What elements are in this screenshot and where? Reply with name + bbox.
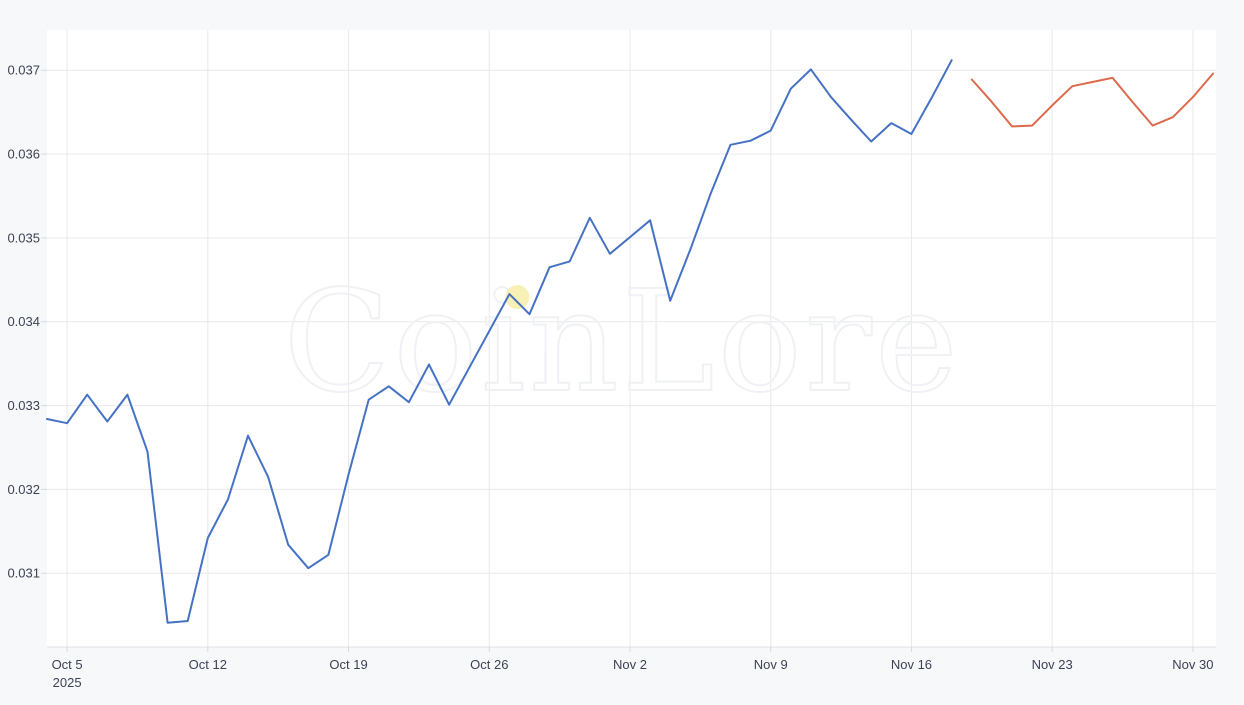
x-axis-labels: Oct 5 2025 Oct 12 Oct 19 Oct 26 Nov 2 Nov 9 Nov… <box>52 657 1214 690</box>
x-tick-label: Oct 26 <box>470 657 508 672</box>
series-lines <box>46 59 1214 624</box>
x-tick-label: Nov 23 <box>1032 657 1073 672</box>
highlighted-point-marker <box>505 285 530 310</box>
x-tick-label: Nov 9 <box>754 657 788 672</box>
y-tick-label: 0.032 <box>7 482 40 497</box>
y-tick-label: 0.037 <box>7 63 40 78</box>
x-tick-label: Nov 30 <box>1172 657 1213 672</box>
x-tick-sublabel: 2025 <box>53 675 82 690</box>
plot-area <box>47 30 1216 647</box>
watermark-text: CoinLore <box>283 261 960 424</box>
x-tick-label: Oct 12 <box>189 657 227 672</box>
y-tick-label: 0.036 <box>7 147 40 162</box>
forecast-line <box>970 72 1214 128</box>
vertical-gridlines <box>66 30 1194 647</box>
y-axis-labels: 0.031 0.032 0.033 0.034 0.035 0.036 0.037 <box>7 63 40 581</box>
y-tick-label: 0.031 <box>7 566 40 581</box>
history-line <box>46 59 953 624</box>
y-tick-label: 0.033 <box>7 398 40 413</box>
y-tick-label: 0.035 <box>7 230 40 245</box>
x-tick-label: Nov 16 <box>891 657 932 672</box>
y-tick-label: 0.034 <box>7 314 40 329</box>
tick-marks <box>41 69 1194 652</box>
x-tick-label: Oct 5 <box>52 657 83 672</box>
x-tick-label: Oct 19 <box>329 657 367 672</box>
horizontal-gridlines <box>47 69 1216 574</box>
x-tick-label: Nov 2 <box>613 657 647 672</box>
